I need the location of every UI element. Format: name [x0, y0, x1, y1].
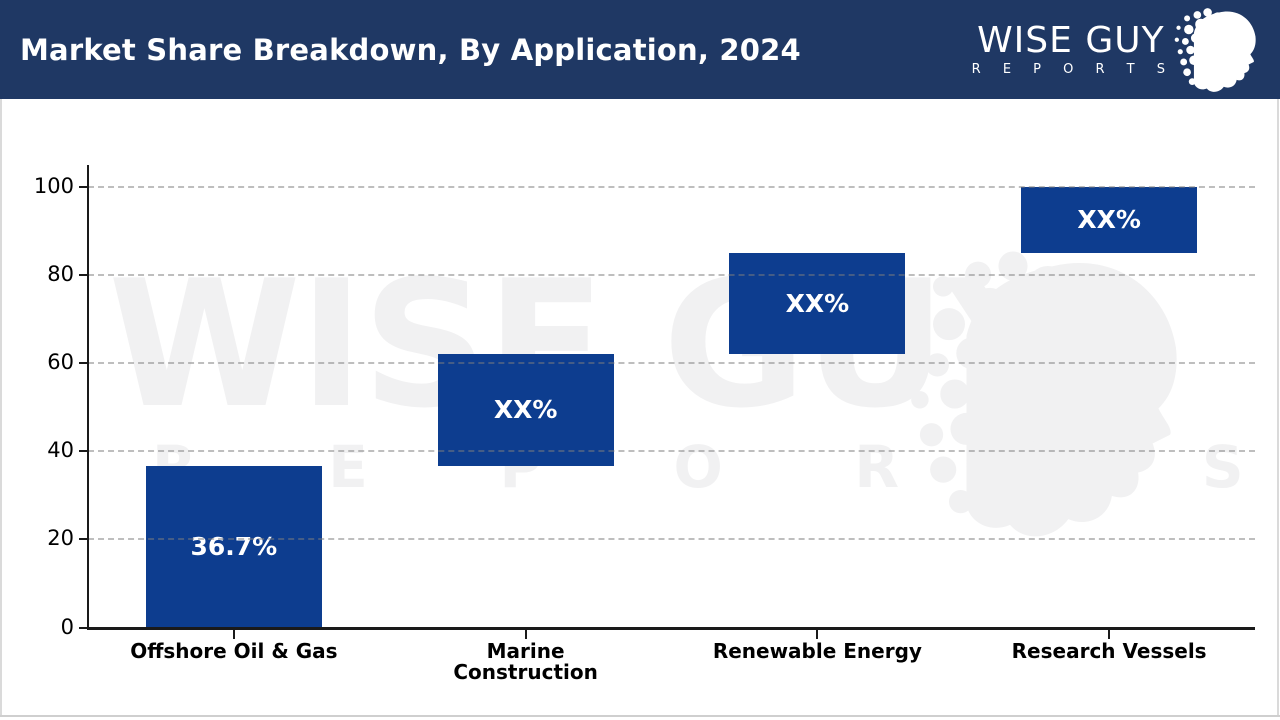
y-tick-mark: [79, 538, 88, 541]
figure-left-border: [0, 99, 2, 717]
bar-value-label: XX%: [1077, 205, 1141, 235]
gridline-60: [88, 361, 1255, 364]
x-category-label: Offshore Oil & Gas: [104, 638, 364, 663]
x-category-label: Research Vessels: [979, 638, 1239, 663]
x-tick-mark: [816, 629, 819, 639]
brand-logo: WISE GUY R E P O R T S: [968, 7, 1264, 93]
gridline-80: [88, 273, 1255, 276]
y-tick-label: 0: [60, 614, 74, 639]
x-axis-line: [86, 627, 1255, 630]
gridline-20: [88, 538, 1255, 541]
plot-area: WISE GUY R E P O R T S 0 20 40 60 80 100 36.7%…: [0, 99, 1280, 720]
x-category-label-line: Research Vessels: [1011, 638, 1207, 663]
bar-segment-1: 36.7%: [145, 465, 322, 628]
bar-value-label: 36.7%: [190, 532, 278, 562]
header-band: Market Share Breakdown, By Application, …: [0, 0, 1280, 99]
chart-title: Market Share Breakdown, By Application, …: [20, 32, 801, 67]
gridline-40: [88, 450, 1255, 453]
x-category-label-line: Construction: [453, 659, 598, 684]
x-tick-mark: [1108, 629, 1111, 639]
y-tick-label: 20: [47, 526, 74, 551]
bar-segment-2: XX%: [437, 354, 614, 466]
x-category-label-line: Marine: [486, 638, 565, 663]
x-category-label-line: Offshore Oil & Gas: [130, 638, 338, 663]
figure-right-border: [1277, 99, 1279, 717]
x-category-label: Renewable Energy: [687, 638, 947, 663]
y-tick-label: 100: [33, 173, 74, 198]
figure-bottom-border: [0, 715, 1280, 717]
brand-face-icon: [1170, 7, 1264, 93]
bar-value-label: XX%: [493, 395, 558, 425]
brand-logo-text: WISE GUY R E P O R T S: [968, 20, 1174, 77]
watermark-face-icon: [885, 219, 1205, 569]
x-tick-mark: [232, 629, 235, 639]
y-tick-mark: [79, 626, 88, 629]
y-tick-label: 40: [47, 438, 74, 463]
brand-name: WISE GUY: [977, 20, 1165, 61]
y-tick-mark: [79, 361, 88, 364]
x-category-label: Marine Construction: [396, 638, 656, 684]
bar-value-label: XX%: [785, 288, 850, 318]
x-category-label-line: Renewable Energy: [712, 638, 922, 663]
y-tick-mark: [79, 273, 88, 276]
bar-segment-4: XX%: [1021, 186, 1198, 253]
bar-segment-3: XX%: [729, 252, 906, 355]
x-tick-mark: [524, 629, 527, 639]
brand-subtitle: R E P O R T S: [971, 62, 1174, 77]
gridline-100: [88, 185, 1255, 188]
y-tick-mark: [79, 450, 88, 453]
y-tick-label: 60: [47, 349, 74, 374]
y-tick-mark: [79, 185, 88, 188]
y-axis-line: [86, 165, 89, 630]
y-tick-label: 80: [47, 261, 74, 286]
